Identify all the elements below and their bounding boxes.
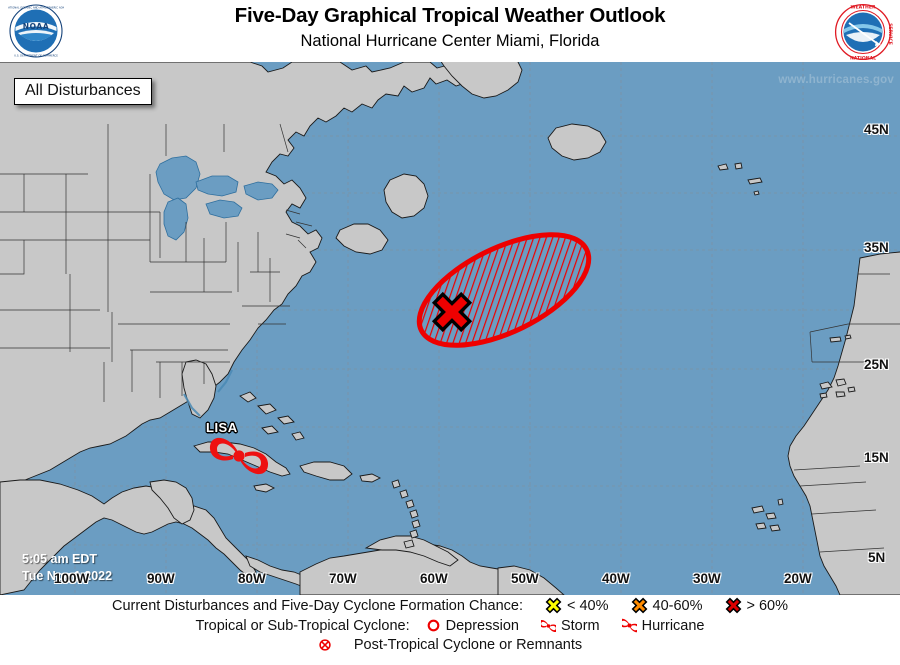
landmass-nova-scotia <box>335 223 389 255</box>
lat-label-25n: 25N <box>864 357 889 372</box>
legend-chance-label: > 60% <box>746 597 789 614</box>
svg-text:WEATHER: WEATHER <box>850 5 876 11</box>
lon-label-60w: 60W <box>420 571 448 586</box>
noaa-logo: NOAA NATIONAL OCEANIC AND ATMOSPHERIC AD… <box>6 3 66 59</box>
map-legend: Current Disturbances and Five-Day Cyclon… <box>0 595 900 665</box>
watermark: www.hurricanes.gov <box>778 74 894 86</box>
legend-chance-lt40: < 40% <box>545 597 609 614</box>
landmass-brazil-ne <box>497 565 565 595</box>
x-marker-icon <box>725 597 741 614</box>
legend-item-label: Hurricane <box>641 617 705 634</box>
us-state-borders <box>0 173 313 402</box>
timestamp-time: 5:05 am EDT <box>22 552 98 567</box>
legend-formation-label: Current Disturbances and Five-Day Cyclon… <box>111 597 523 614</box>
legend-chance-gt60: > 60% <box>725 597 789 614</box>
svg-text:SERVICE: SERVICE <box>887 23 893 45</box>
legend-storm: Storm <box>540 617 600 634</box>
lon-label-80w: 80W <box>238 571 266 586</box>
atlantic-islands <box>451 162 856 532</box>
lat-label-15n: 15N <box>864 450 889 465</box>
canada-borders <box>107 123 289 174</box>
lon-label-40w: 40W <box>602 571 630 586</box>
hurricane-symbol-lisa[interactable] <box>209 437 269 475</box>
page-title: Five-Day Graphical Tropical Weather Outl… <box>234 4 666 27</box>
title-block: Five-Day Graphical Tropical Weather Outl… <box>0 4 900 51</box>
x-marker-icon <box>545 597 562 614</box>
legend-row-formation-chance: Current Disturbances and Five-Day Cyclon… <box>0 597 900 614</box>
legend-chance-label: < 40% <box>566 597 609 614</box>
legend-item-label: Storm <box>560 617 600 634</box>
landmass-greenland <box>440 62 523 99</box>
coastline-shading <box>183 369 233 417</box>
legend-row-post-tropical: Post-Tropical Cyclone or Remnants <box>0 637 900 653</box>
x-marker-icon <box>631 597 647 614</box>
legend-chance-label: 40-60% <box>652 597 703 614</box>
storm-swirl-icon <box>540 619 556 632</box>
svg-text:NATIONAL: NATIONAL <box>850 55 876 61</box>
great-lakes <box>155 155 279 241</box>
lat-label-35n: 35N <box>864 240 889 255</box>
legend-cyclone-label: Tropical or Sub-Tropical Cyclone: <box>195 617 410 634</box>
svg-text:NATIONAL OCEANIC AND ATMOSPHER: NATIONAL OCEANIC AND ATMOSPHERIC ADM. <box>8 6 64 10</box>
all-disturbances-label[interactable]: All Disturbances <box>14 78 152 105</box>
landmass-iceland <box>547 123 607 161</box>
lon-label-50w: 50W <box>511 571 539 586</box>
timestamp: 5:05 am EDT Tue Nov 1 2022 <box>22 551 112 585</box>
tropical-outlook-map[interactable]: www.hurricanes.gov All Disturbances 5:05… <box>0 62 900 595</box>
lon-label-20w: 20W <box>784 571 812 586</box>
landmass-venezuela-guyana <box>364 535 459 567</box>
timestamp-date: Tue Nov 1 2022 <box>22 569 113 584</box>
africa-borders <box>793 273 900 553</box>
landmass-yucatan <box>149 479 195 525</box>
lon-label-30w: 30W <box>693 571 721 586</box>
legend-chance-40-60: 40-60% <box>631 597 703 614</box>
lon-label-90w: 90W <box>147 571 175 586</box>
legend-post-tropical-label: Post-Tropical Cyclone or Remnants <box>353 637 583 653</box>
storm-name-label: LISA <box>206 420 238 435</box>
page-header: NOAA NATIONAL OCEANIC AND ATMOSPHERIC AD… <box>0 0 900 62</box>
circle-x-icon <box>319 639 331 651</box>
page-subtitle: National Hurricane Center Miami, Florida <box>300 32 600 50</box>
svg-text:U.S. DEPARTMENT OF COMMERCE: U.S. DEPARTMENT OF COMMERCE <box>14 54 58 58</box>
national-weather-service-logo: WEATHER NATIONAL SERVICE <box>832 2 894 62</box>
lon-label-70w: 70W <box>329 571 357 586</box>
lat-label-5n: 5N <box>868 550 886 565</box>
legend-hurricane: Hurricane <box>621 617 705 634</box>
lon-label-100w: 100W <box>54 571 90 586</box>
landmass-newfoundland <box>383 173 429 219</box>
legend-row-cyclone-types: Tropical or Sub-Tropical Cyclone: Depres… <box>0 617 900 634</box>
legend-depression: Depression <box>426 618 519 634</box>
x-marker-icon[interactable] <box>425 285 479 339</box>
legend-item-label: Depression <box>445 617 519 634</box>
landmass-africa <box>787 251 900 595</box>
svg-text:NOAA: NOAA <box>23 22 49 31</box>
circle-icon <box>427 619 439 632</box>
lat-label-45n: 45N <box>864 122 889 137</box>
hurricane-swirl-icon <box>621 618 637 633</box>
